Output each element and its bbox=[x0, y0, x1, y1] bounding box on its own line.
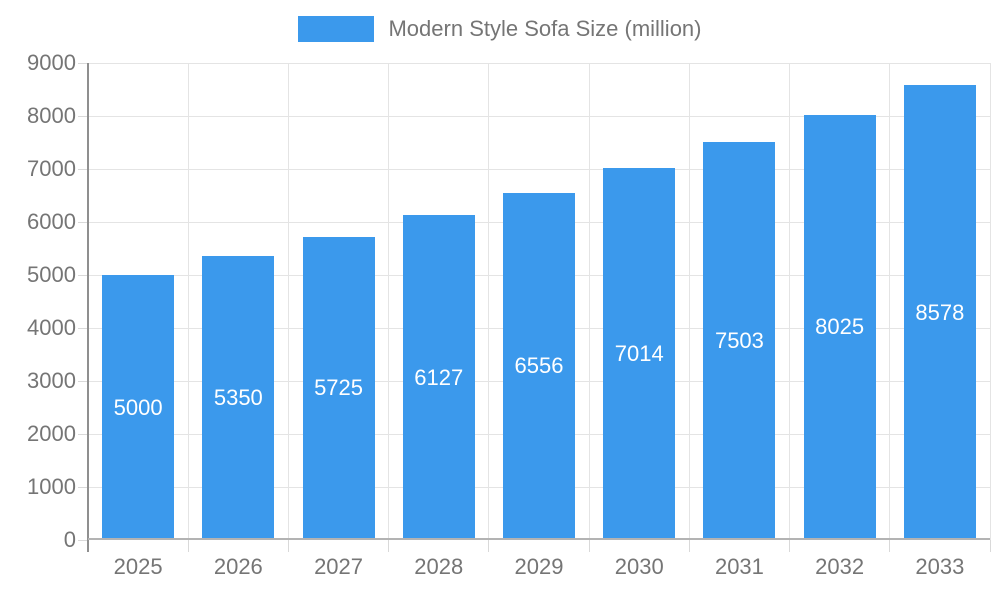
gridline-vertical bbox=[388, 63, 390, 540]
legend[interactable]: Modern Style Sofa Size (million) bbox=[0, 16, 1000, 42]
gridline-vertical bbox=[789, 63, 791, 540]
y-axis-tick bbox=[78, 327, 88, 329]
y-axis-tick-label: 0 bbox=[63, 527, 76, 552]
y-axis-tick bbox=[78, 539, 88, 541]
bar[interactable] bbox=[803, 114, 876, 540]
x-axis-tick bbox=[889, 540, 891, 552]
x-axis-tick-label: 2028 bbox=[414, 554, 464, 579]
gridline-vertical bbox=[488, 63, 490, 540]
y-axis-tick-label: 1000 bbox=[27, 474, 76, 499]
bar-value-label: 6127 bbox=[414, 364, 464, 390]
gridline-vertical bbox=[889, 63, 891, 540]
bar-value-label: 5350 bbox=[213, 385, 263, 411]
x-axis-tick-label: 2026 bbox=[213, 554, 263, 579]
bar-value-label: 6556 bbox=[514, 353, 564, 379]
x-axis-tick-label: 2031 bbox=[714, 554, 764, 579]
x-axis-tick-label: 2033 bbox=[915, 554, 965, 579]
y-axis-tick-label: 2000 bbox=[27, 421, 76, 446]
gridline-vertical bbox=[688, 63, 690, 540]
bar[interactable] bbox=[703, 142, 776, 540]
x-axis-tick-label: 2027 bbox=[314, 554, 364, 579]
x-axis-tick bbox=[287, 540, 289, 552]
legend-label: Modern Style Sofa Size (million) bbox=[388, 16, 702, 41]
x-axis-tick-label: 2025 bbox=[113, 554, 163, 579]
bar-value-label: 7014 bbox=[614, 341, 664, 367]
bar[interactable] bbox=[903, 85, 976, 540]
y-axis-tick bbox=[78, 221, 88, 223]
bar-value-label: 8578 bbox=[915, 299, 965, 325]
gridline-vertical bbox=[287, 63, 289, 540]
bar[interactable] bbox=[202, 256, 275, 540]
gridline-horizontal bbox=[88, 115, 990, 117]
x-axis-tick bbox=[989, 540, 991, 552]
gridline-horizontal bbox=[88, 168, 990, 170]
x-axis-line bbox=[88, 538, 990, 540]
y-axis-tick-label: 5000 bbox=[27, 262, 76, 287]
x-axis-tick bbox=[688, 540, 690, 552]
legend-swatch bbox=[298, 16, 375, 42]
y-axis-tick bbox=[78, 380, 88, 382]
bar[interactable] bbox=[503, 192, 575, 540]
bar-value-label: 7503 bbox=[714, 328, 764, 354]
y-axis-line bbox=[87, 63, 89, 552]
x-axis-tick bbox=[187, 540, 189, 552]
y-axis-tick bbox=[78, 486, 88, 488]
x-axis-tick bbox=[588, 540, 590, 552]
y-axis-tick-label: 4000 bbox=[27, 315, 76, 340]
bar-value-label: 5000 bbox=[113, 394, 163, 420]
y-axis-tick bbox=[78, 62, 88, 64]
y-axis-tick bbox=[78, 168, 88, 170]
x-axis-tick-label: 2032 bbox=[815, 554, 865, 579]
bar[interactable] bbox=[402, 215, 475, 540]
gridline-vertical bbox=[989, 63, 991, 540]
y-axis-tick bbox=[78, 433, 88, 435]
bar[interactable] bbox=[603, 168, 676, 540]
y-axis-tick-label: 3000 bbox=[27, 368, 76, 393]
gridline-vertical bbox=[588, 63, 590, 540]
y-axis-tick-label: 6000 bbox=[27, 209, 76, 234]
y-axis-tick bbox=[78, 115, 88, 117]
y-axis-tick bbox=[78, 274, 88, 276]
x-axis-tick bbox=[388, 540, 390, 552]
x-axis-tick-label: 2029 bbox=[514, 554, 564, 579]
bar-value-label: 8025 bbox=[815, 314, 865, 340]
gridline-vertical bbox=[187, 63, 189, 540]
gridline-horizontal bbox=[88, 62, 990, 64]
bar[interactable] bbox=[302, 236, 375, 540]
x-axis-tick-label: 2030 bbox=[614, 554, 664, 579]
y-axis-tick-label: 7000 bbox=[27, 156, 76, 181]
bar-value-label: 5725 bbox=[314, 375, 364, 401]
x-axis-tick bbox=[789, 540, 791, 552]
x-axis-tick bbox=[488, 540, 490, 552]
y-axis-tick-label: 9000 bbox=[27, 50, 76, 75]
y-axis-tick-label: 8000 bbox=[27, 103, 76, 128]
bar[interactable] bbox=[102, 275, 175, 540]
